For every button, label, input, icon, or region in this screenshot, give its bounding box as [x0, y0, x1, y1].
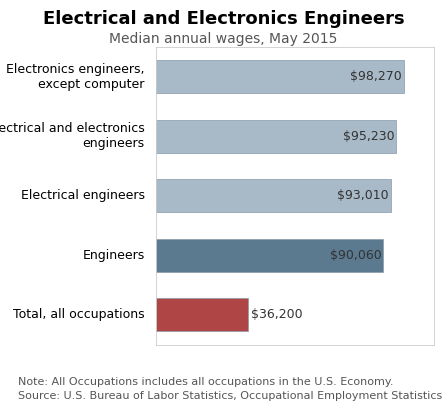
- Text: $36,200: $36,200: [251, 308, 303, 322]
- Text: $98,270: $98,270: [350, 70, 402, 83]
- Bar: [156, 120, 396, 153]
- Text: Note: All Occupations includes all occupations in the U.S. Economy.: Note: All Occupations includes all occup…: [18, 377, 393, 388]
- Bar: [156, 60, 404, 93]
- Bar: [156, 239, 384, 272]
- Text: $93,010: $93,010: [337, 189, 389, 202]
- Bar: [156, 299, 248, 331]
- Text: $95,230: $95,230: [343, 130, 394, 143]
- Bar: [156, 180, 391, 212]
- Text: Source: U.S. Bureau of Labor Statistics, Occupational Employment Statistics: Source: U.S. Bureau of Labor Statistics,…: [18, 391, 442, 401]
- Text: Electrical and Electronics Engineers: Electrical and Electronics Engineers: [42, 10, 405, 28]
- Text: Median annual wages, May 2015: Median annual wages, May 2015: [110, 32, 337, 46]
- Text: $90,060: $90,060: [329, 249, 381, 262]
